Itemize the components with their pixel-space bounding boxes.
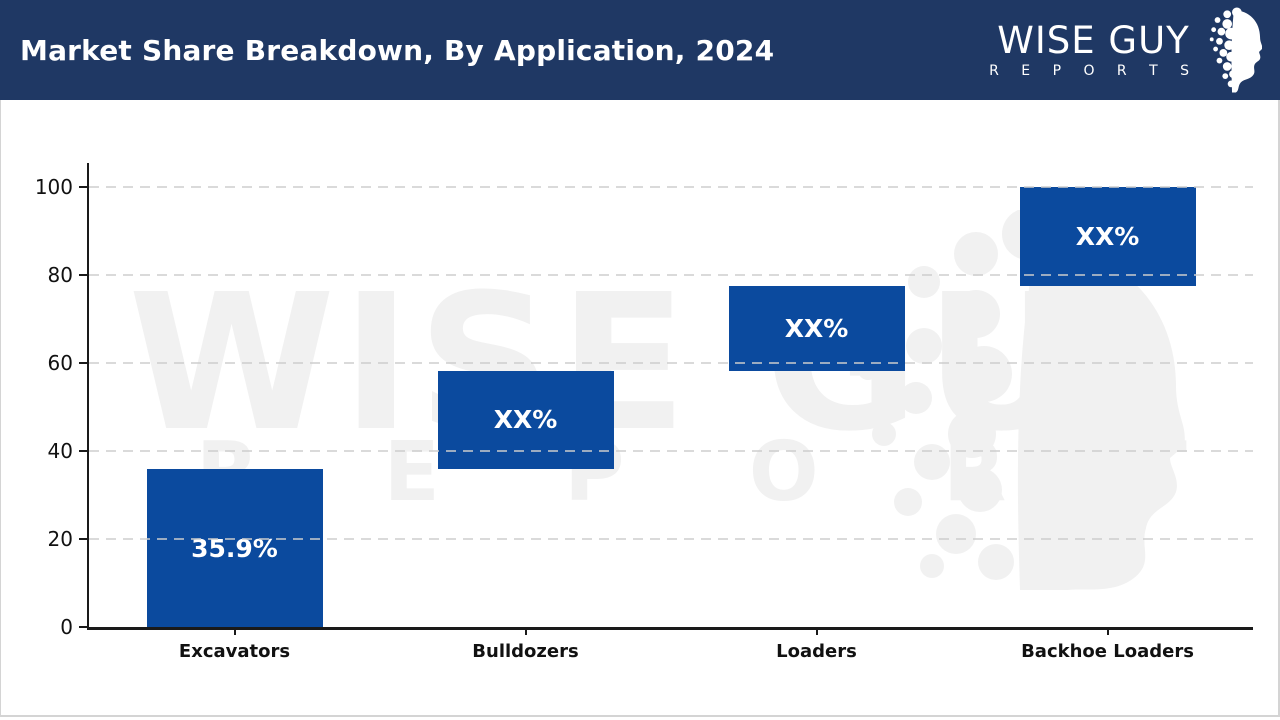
x-tickmark [233, 627, 236, 635]
y-tickmark [79, 450, 87, 452]
x-tickmark [524, 627, 527, 635]
x-category-label: Bulldozers [472, 641, 579, 662]
frame-border-bottom [0, 715, 1280, 717]
x-tickmark [1106, 627, 1109, 635]
bar-segment: XX% [728, 286, 905, 371]
wise-guy-logo: WISE GUY R E P O R T S [989, 6, 1262, 94]
bar-segment: XX% [1019, 187, 1196, 286]
gridline [89, 186, 1253, 188]
frame-border-right [1278, 100, 1280, 716]
gridline [89, 362, 1253, 364]
bar-segment: XX% [437, 370, 614, 470]
bar-value-label: XX% [493, 405, 558, 435]
logo-subtitle: R E P O R T S [989, 62, 1198, 79]
y-tick-label: 40 [47, 439, 73, 463]
y-tickmark [79, 538, 87, 540]
y-axis-spine [87, 163, 89, 629]
gridline [89, 274, 1253, 276]
x-category-label: Loaders [776, 641, 857, 662]
y-tick-label: 100 [34, 175, 73, 199]
logo-wordmark: WISE GUY [997, 18, 1190, 62]
report-header: Market Share Breakdown, By Application, … [0, 0, 1280, 100]
y-tick-label: 80 [47, 263, 73, 287]
x-tickmark [815, 627, 818, 635]
page-title: Market Share Breakdown, By Application, … [20, 33, 775, 67]
y-tickmark [79, 626, 87, 628]
x-axis-spine [87, 627, 1253, 630]
bar-value-label: XX% [1075, 222, 1140, 251]
x-category-label: Excavators [178, 641, 291, 662]
y-tick-label: 60 [47, 351, 73, 375]
x-category-label: Backhoe Loaders [1021, 641, 1194, 662]
bar-value-label: XX% [784, 313, 849, 343]
y-tick-label: 20 [47, 527, 73, 551]
y-tickmark [79, 362, 87, 364]
wise-guy-face-icon [1209, 7, 1262, 93]
y-tick-label: 0 [60, 615, 73, 639]
y-tickmark [79, 186, 87, 188]
gridline [89, 450, 1253, 452]
gridline [89, 538, 1253, 540]
bar-segment: 35.9% [146, 469, 323, 627]
y-tickmark [79, 274, 87, 276]
wise-guy-logo-text: WISE GUY R E P O R T S [989, 22, 1198, 79]
frame-border-left [0, 100, 1, 716]
